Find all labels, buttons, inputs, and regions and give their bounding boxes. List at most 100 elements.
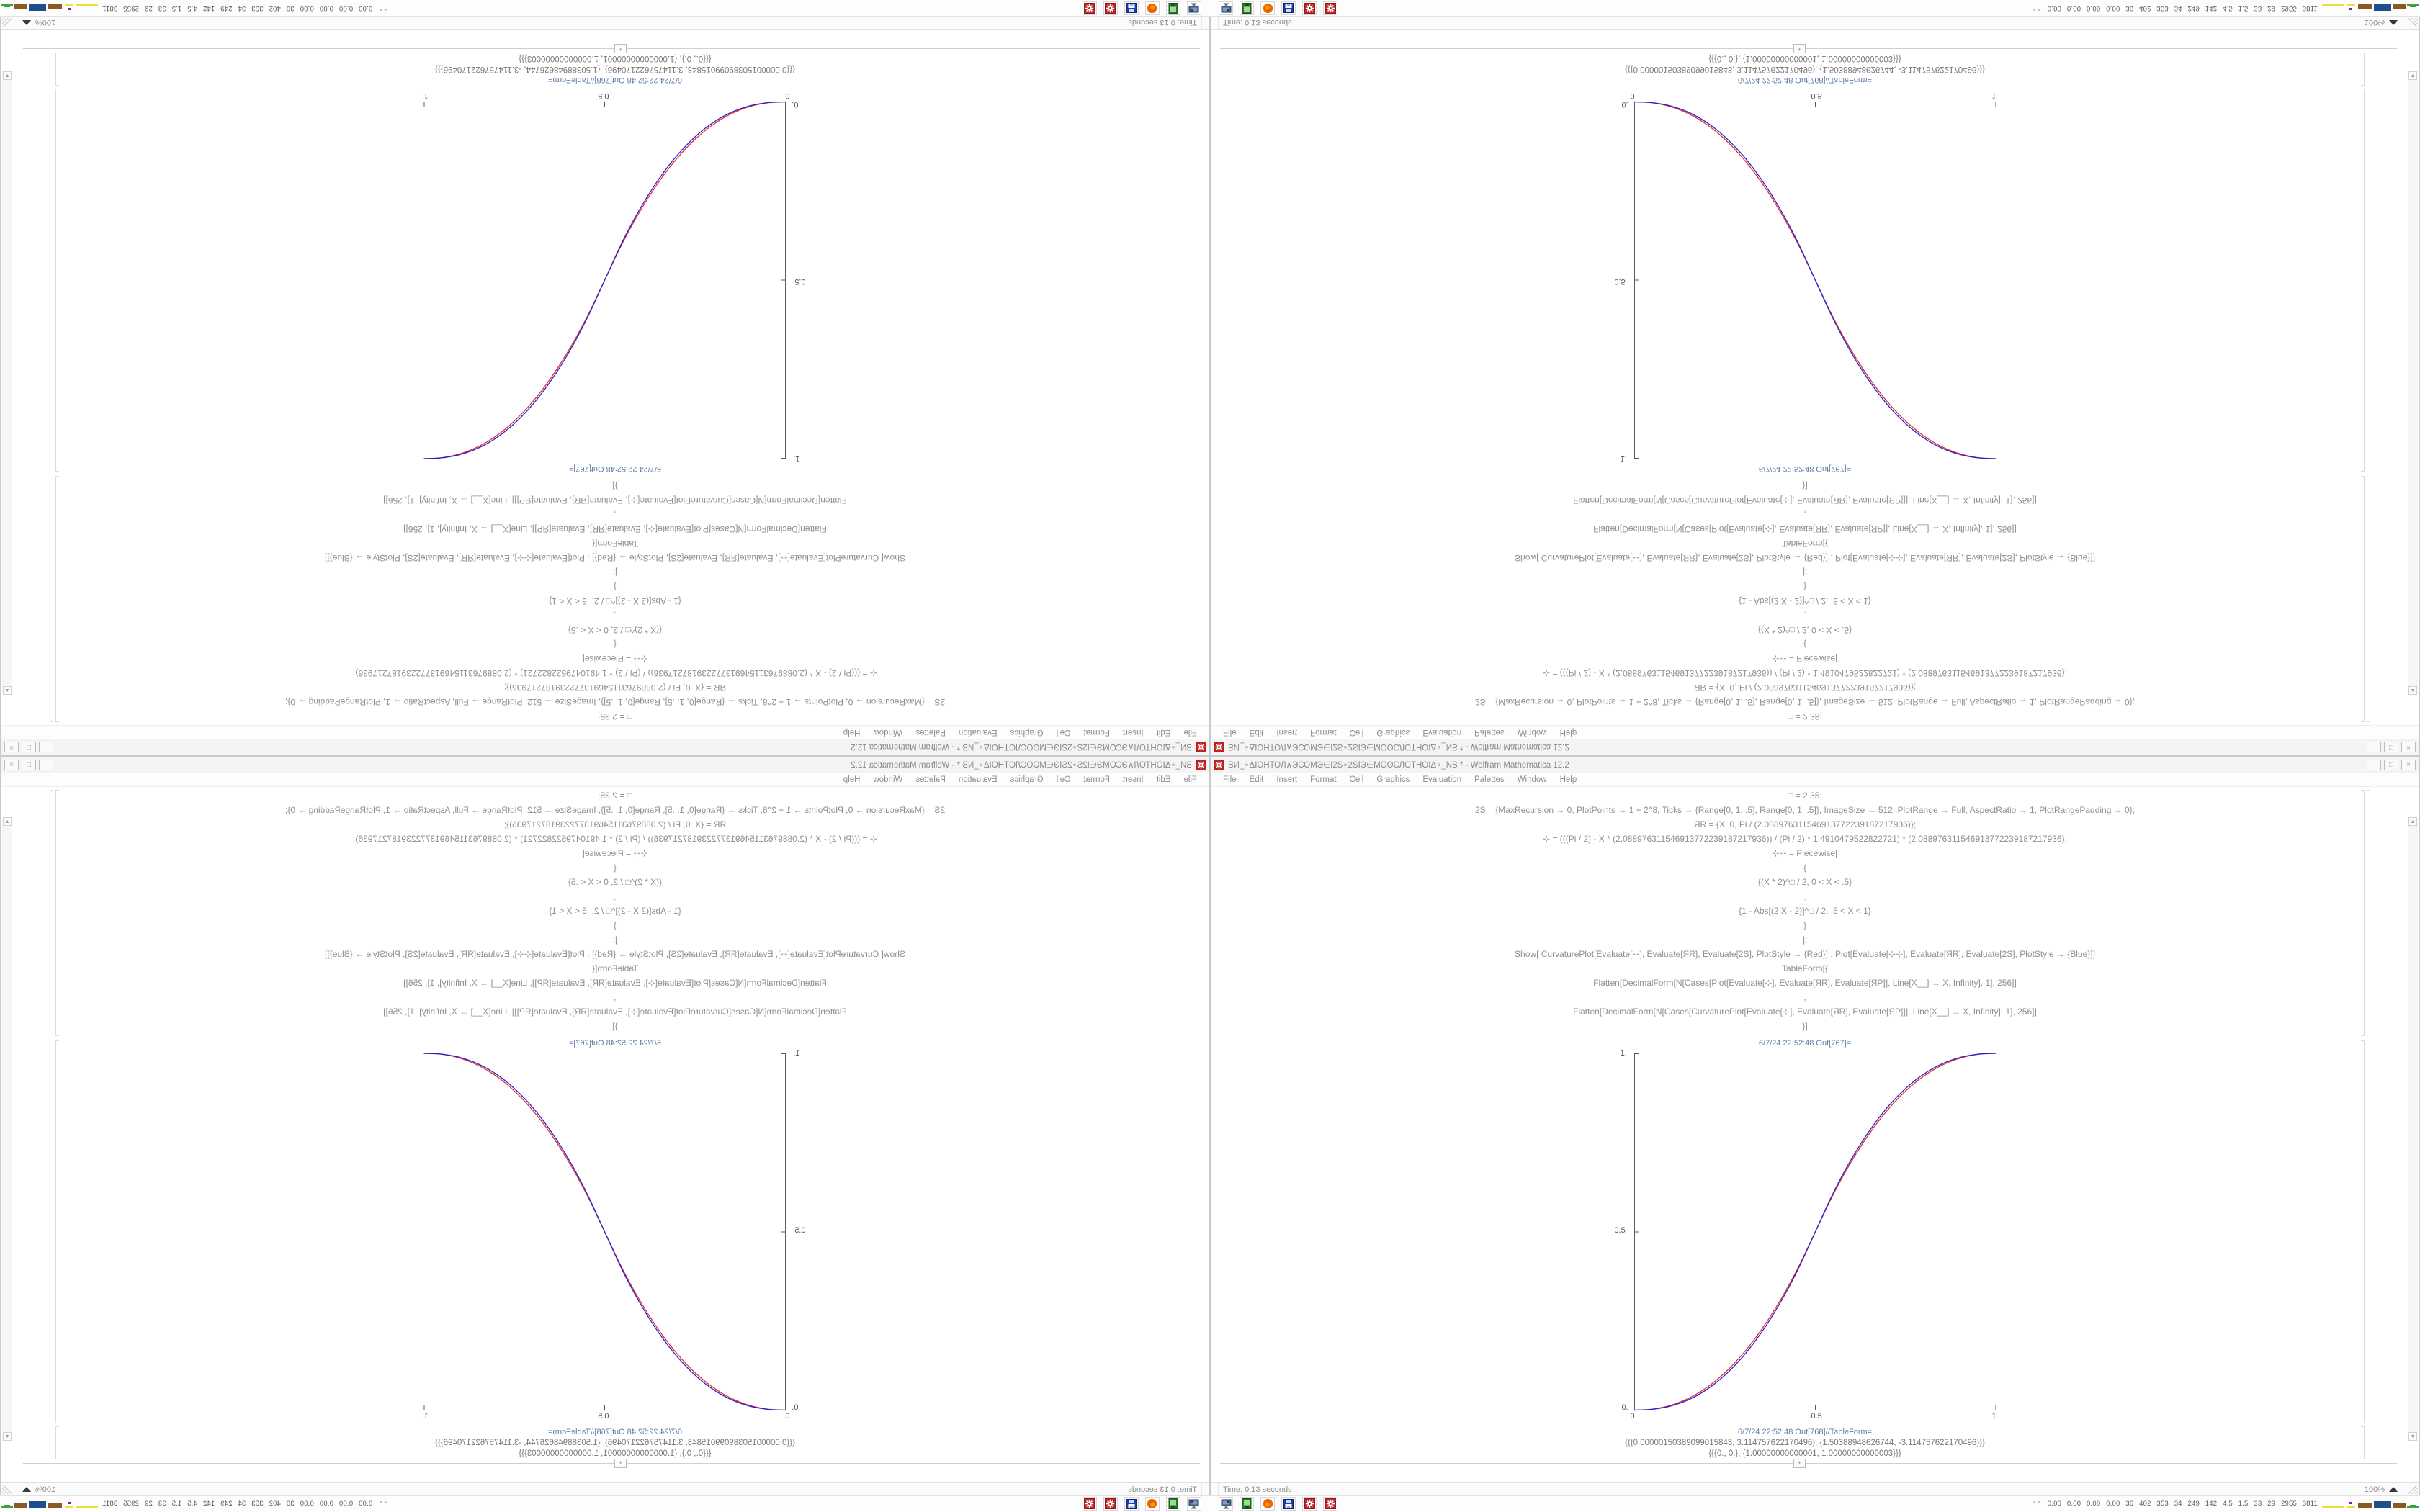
magnification-popup-triangle[interactable] [2389,20,2398,25]
minimize-button[interactable]: – [39,742,53,753]
close-button[interactable]: × [4,742,19,753]
code-line[interactable]: , [614,891,617,901]
cell-bracket[interactable] [55,476,59,722]
red-gear-icon[interactable] [1103,1497,1118,1511]
menu-item[interactable]: File [1223,728,1237,737]
menu-item[interactable]: Cell [1056,728,1071,737]
code-line[interactable]: ЯR = {X, 0, Pi / (2.08897631154691377223… [1693,683,1917,693]
maximize-button[interactable]: □ [22,742,36,753]
code-line[interactable]: { [614,863,617,873]
cell-bracket[interactable] [2361,1426,2365,1459]
tray-overflow-chevrons[interactable]: ⌃⌃ [2032,1500,2042,1507]
menu-item[interactable]: Evaluation [958,775,998,784]
window-resize-grip[interactable] [2,18,12,27]
cell-group-bracket[interactable] [50,790,53,1459]
code-line[interactable]: □ = 2.35; [1788,791,1822,801]
red-gear-icon[interactable] [1302,1497,1317,1511]
cell-insertion-bar[interactable]: + [23,1459,1200,1468]
close-button[interactable]: × [4,759,19,770]
code-line[interactable]: ⊹ = (((Pi / 2) - X * (2.0889763115469137… [1543,834,2067,844]
code-line[interactable]: ⊹⊹ = Piecewise[ [582,654,648,664]
green-drive-icon[interactable] [1166,1,1180,15]
cell-insertion-bar[interactable]: + [1220,1459,2397,1468]
close-button[interactable]: × [2401,759,2416,770]
cell-group-bracket[interactable] [50,53,53,722]
code-line[interactable]: ЯR = {X, 0, Pi / (2.08897631154691377223… [503,819,727,829]
code-line[interactable]: Show[ CurvaturePlot[Evaluate[⊹], Evaluat… [325,949,905,959]
code-line[interactable]: Show[ CurvaturePlot[Evaluate[⊹], Evaluat… [1515,949,2095,959]
scroll-down-arrow[interactable]: ▼ [2408,1432,2417,1441]
cell-bracket[interactable] [2361,476,2365,722]
window-resize-grip[interactable] [2408,18,2418,27]
code-line[interactable]: Flatten[DecimalForm[N[Cases[CurvaturePlo… [1573,1007,2037,1017]
code-line[interactable]: ]; [612,935,618,945]
menu-item[interactable]: Graphics [1376,728,1410,737]
maximize-button[interactable]: □ [2384,742,2398,753]
menu-item[interactable]: Edit [1249,728,1264,737]
menu-item[interactable]: Help [843,728,861,737]
code-line[interactable]: ⊹⊹ = Piecewise[ [1772,848,1838,858]
vertical-scrollbar[interactable]: ▲ ▼ [2,71,12,695]
menu-item[interactable]: Insert [1122,728,1144,737]
code-line[interactable]: 2Ѕ = {MaxRecursion → 0, PlotPoints → 1 +… [1474,697,2136,707]
code-line[interactable]: ЯR = {X, 0, Pi / (2.08897631154691377223… [1693,819,1917,829]
code-line[interactable]: ⊹⊹ = Piecewise[ [582,848,648,858]
menu-item[interactable]: Help [1559,775,1577,784]
input-code-cell[interactable]: □ = 2.35; 2Ѕ = {MaxRecursion → 0, PlotPoi… [43,479,1187,724]
code-line[interactable]: , [1803,611,1806,621]
scroll-up-arrow[interactable]: ▲ [3,686,12,695]
red-gear-icon[interactable] [1302,1,1317,15]
menu-item[interactable]: File [1183,728,1197,737]
scroll-down-arrow[interactable]: ▼ [3,71,12,80]
menu-item[interactable]: Evaluation [1422,728,1462,737]
cell-bracket[interactable] [2361,89,2365,472]
menu-item[interactable]: Format [1083,775,1110,784]
code-line[interactable]: TableForm[{ [1781,539,1829,549]
menu-item[interactable]: Window [1517,775,1547,784]
insert-cell-plus-button[interactable]: + [614,1459,627,1468]
menu-item[interactable]: Help [1559,728,1577,737]
cell-group-bracket[interactable] [2367,53,2370,722]
insert-cell-plus-button[interactable]: + [1793,1459,1806,1468]
menu-item[interactable]: Format [1083,728,1110,737]
menu-item[interactable]: Insert [1276,728,1298,737]
code-line[interactable]: , [1803,510,1806,520]
cell-insertion-bar[interactable]: + [23,44,1200,53]
cell-bracket[interactable] [2361,790,2365,1036]
insert-cell-plus-button[interactable]: + [614,44,627,53]
cell-bracket[interactable] [2361,1040,2365,1423]
scroll-down-arrow[interactable]: ▼ [3,1432,12,1441]
magnification-value[interactable]: 100% [2364,1485,2385,1494]
menu-item[interactable]: File [1223,775,1237,784]
code-line[interactable]: Flatten[DecimalForm[N[Cases[CurvaturePlo… [383,495,847,505]
code-line[interactable]: ]; [612,567,618,577]
window-resize-grip[interactable] [2,1485,12,1494]
scroll-up-arrow[interactable]: ▲ [2408,686,2417,695]
firefox-icon[interactable] [1260,1,1275,15]
code-line[interactable]: 2Ѕ = {MaxRecursion → 0, PlotPoints → 1 +… [1474,805,2136,815]
code-line[interactable]: {1 - Abs[(2 X - 2)]^□ / 2, .5 < X < 1} [549,596,681,606]
input-code-cell[interactable]: □ = 2.35; 2Ѕ = {MaxRecursion → 0, PlotPoi… [43,788,1187,1033]
cell-bracket[interactable] [2361,53,2365,86]
code-line[interactable]: □ = 2.35; [598,791,632,801]
code-line[interactable]: ⊹ = (((Pi / 2) - X * (2.0889763115469137… [353,834,877,844]
maximize-button[interactable]: □ [2384,759,2398,770]
code-line[interactable]: } [614,920,617,930]
code-line[interactable]: , [1803,992,1806,1002]
code-line[interactable]: TableForm[{ [591,963,639,973]
magnification-value[interactable]: 100% [35,1485,56,1494]
code-line[interactable]: TableForm[{ [591,539,639,549]
red-gear-icon[interactable] [1103,1,1118,15]
menu-item[interactable]: Graphics [1010,728,1044,737]
code-line[interactable]: □ = 2.35; [1788,711,1822,721]
vertical-scrollbar[interactable]: ▲ ▼ [2408,71,2418,695]
code-line[interactable]: {1 - Abs[(2 X - 2)]^□ / 2, .5 < X < 1} [1739,596,1871,606]
menu-item[interactable]: Palettes [1474,775,1505,784]
code-line[interactable]: }] [1802,481,1808,491]
magnification-value[interactable]: 100% [2364,18,2385,27]
code-line[interactable]: Show[ CurvaturePlot[Evaluate[⊹], Evaluat… [325,553,905,563]
menu-item[interactable]: Palettes [915,728,946,737]
firefox-icon[interactable] [1145,1,1160,15]
cell-insertion-bar[interactable]: + [1220,44,2397,53]
code-line[interactable]: {1 - Abs[(2 X - 2)]^□ / 2, .5 < X < 1} [549,906,681,916]
